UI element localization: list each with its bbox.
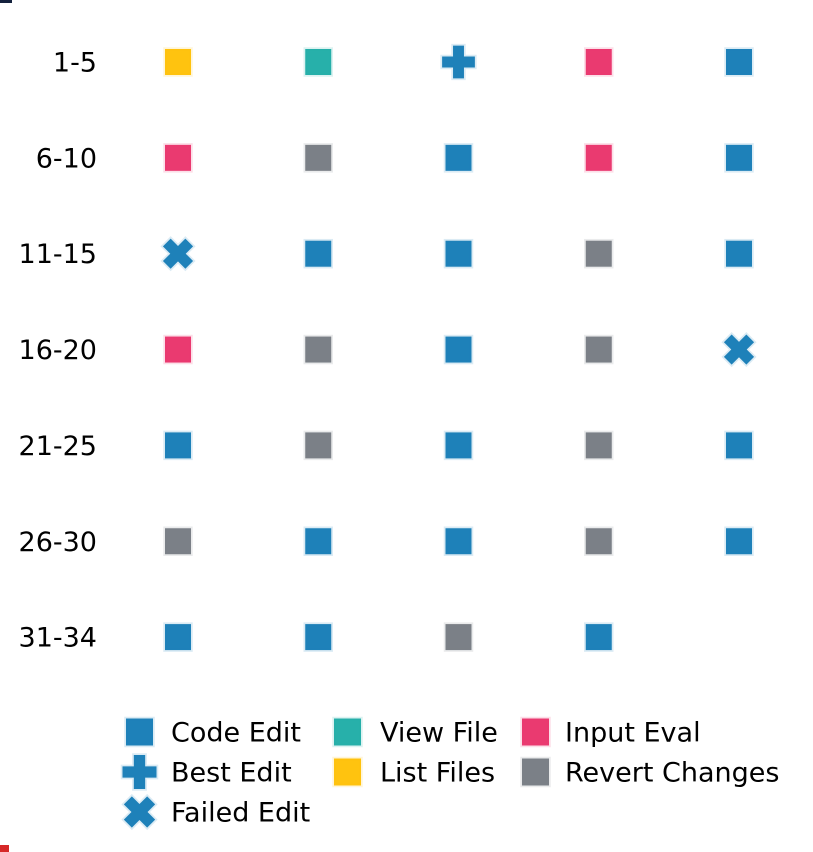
legend-marker-input-eval-icon (520, 716, 551, 748)
marker-code-edit-icon (443, 526, 474, 556)
marker-revert-changes-icon (584, 526, 614, 556)
legend-marker-code-edit-icon (124, 716, 155, 748)
legend-label-best-edit: Best Edit (171, 758, 292, 789)
marker-code-edit-icon (303, 526, 333, 556)
marker-input-eval-icon (163, 334, 193, 365)
row-label-16-20: 16-20 (19, 335, 97, 366)
legend-item-list-files: List Files (332, 756, 495, 789)
legend-marker-failed-edit-icon (121, 793, 158, 831)
row-label-21-25: 21-25 (19, 431, 97, 462)
row-label-31-34: 31-34 (19, 623, 97, 654)
legend-item-code-edit: Code Edit (124, 716, 301, 749)
legend-label-code-edit: Code Edit (171, 718, 301, 749)
screenshot-artifact-top-left (0, 0, 12, 3)
marker-code-edit-icon (443, 143, 474, 173)
legend-label-view-file: View File (380, 718, 498, 749)
legend-label-list-files: List Files (380, 758, 495, 789)
marker-code-edit-icon (443, 430, 474, 461)
marker-revert-changes-icon (443, 622, 474, 652)
marker-input-eval-icon (163, 143, 193, 173)
legend-label-failed-edit: Failed Edit (171, 798, 310, 829)
marker-code-edit-icon (724, 430, 754, 461)
marker-revert-changes-icon (584, 334, 614, 365)
legend-marker-revert-changes-icon (520, 756, 551, 788)
legend-item-best-edit: Best Edit (120, 753, 292, 791)
marker-revert-changes-icon (163, 526, 193, 556)
marker-code-edit-icon (724, 526, 754, 556)
marker-code-edit-icon (163, 430, 193, 461)
marker-code-edit-icon (724, 143, 754, 173)
row-label-6-10: 6-10 (36, 143, 97, 174)
marker-failed-edit-icon (721, 331, 757, 368)
marker-failed-edit-icon (160, 236, 196, 272)
marker-view-file-icon (303, 47, 333, 77)
marker-code-edit-icon (443, 334, 474, 365)
marker-code-edit-icon (163, 622, 193, 652)
row-label-1-5: 1-5 (53, 48, 97, 79)
marker-revert-changes-icon (584, 238, 614, 269)
marker-revert-changes-icon (584, 430, 614, 461)
marker-code-edit-icon (443, 238, 474, 269)
marker-input-eval-icon (584, 143, 614, 173)
legend-item-view-file: View File (332, 716, 498, 749)
marker-list-files-icon (163, 47, 193, 77)
marker-code-edit-icon (724, 238, 754, 269)
legend-marker-list-files-icon (332, 756, 363, 788)
marker-revert-changes-icon (303, 143, 333, 173)
row-label-26-30: 26-30 (19, 527, 97, 558)
marker-revert-changes-icon (303, 334, 333, 365)
marker-code-edit-icon (303, 238, 333, 269)
legend-label-input-eval: Input Eval (565, 718, 701, 749)
legend-marker-best-edit-icon (120, 753, 159, 791)
marker-code-edit-icon (303, 622, 333, 652)
marker-code-edit-icon (724, 47, 754, 77)
marker-best-edit-icon (440, 43, 477, 81)
row-label-11-15: 11-15 (19, 239, 97, 270)
legend-marker-view-file-icon (332, 716, 363, 748)
marker-input-eval-icon (584, 47, 614, 77)
legend-item-input-eval: Input Eval (520, 716, 701, 749)
marker-revert-changes-icon (303, 430, 333, 461)
legend-item-failed-edit: Failed Edit (121, 793, 310, 831)
legend-item-revert-changes: Revert Changes (520, 756, 779, 789)
screenshot-artifact-bottom-left (0, 845, 9, 852)
legend-label-revert-changes: Revert Changes (565, 758, 779, 789)
marker-code-edit-icon (584, 622, 614, 652)
